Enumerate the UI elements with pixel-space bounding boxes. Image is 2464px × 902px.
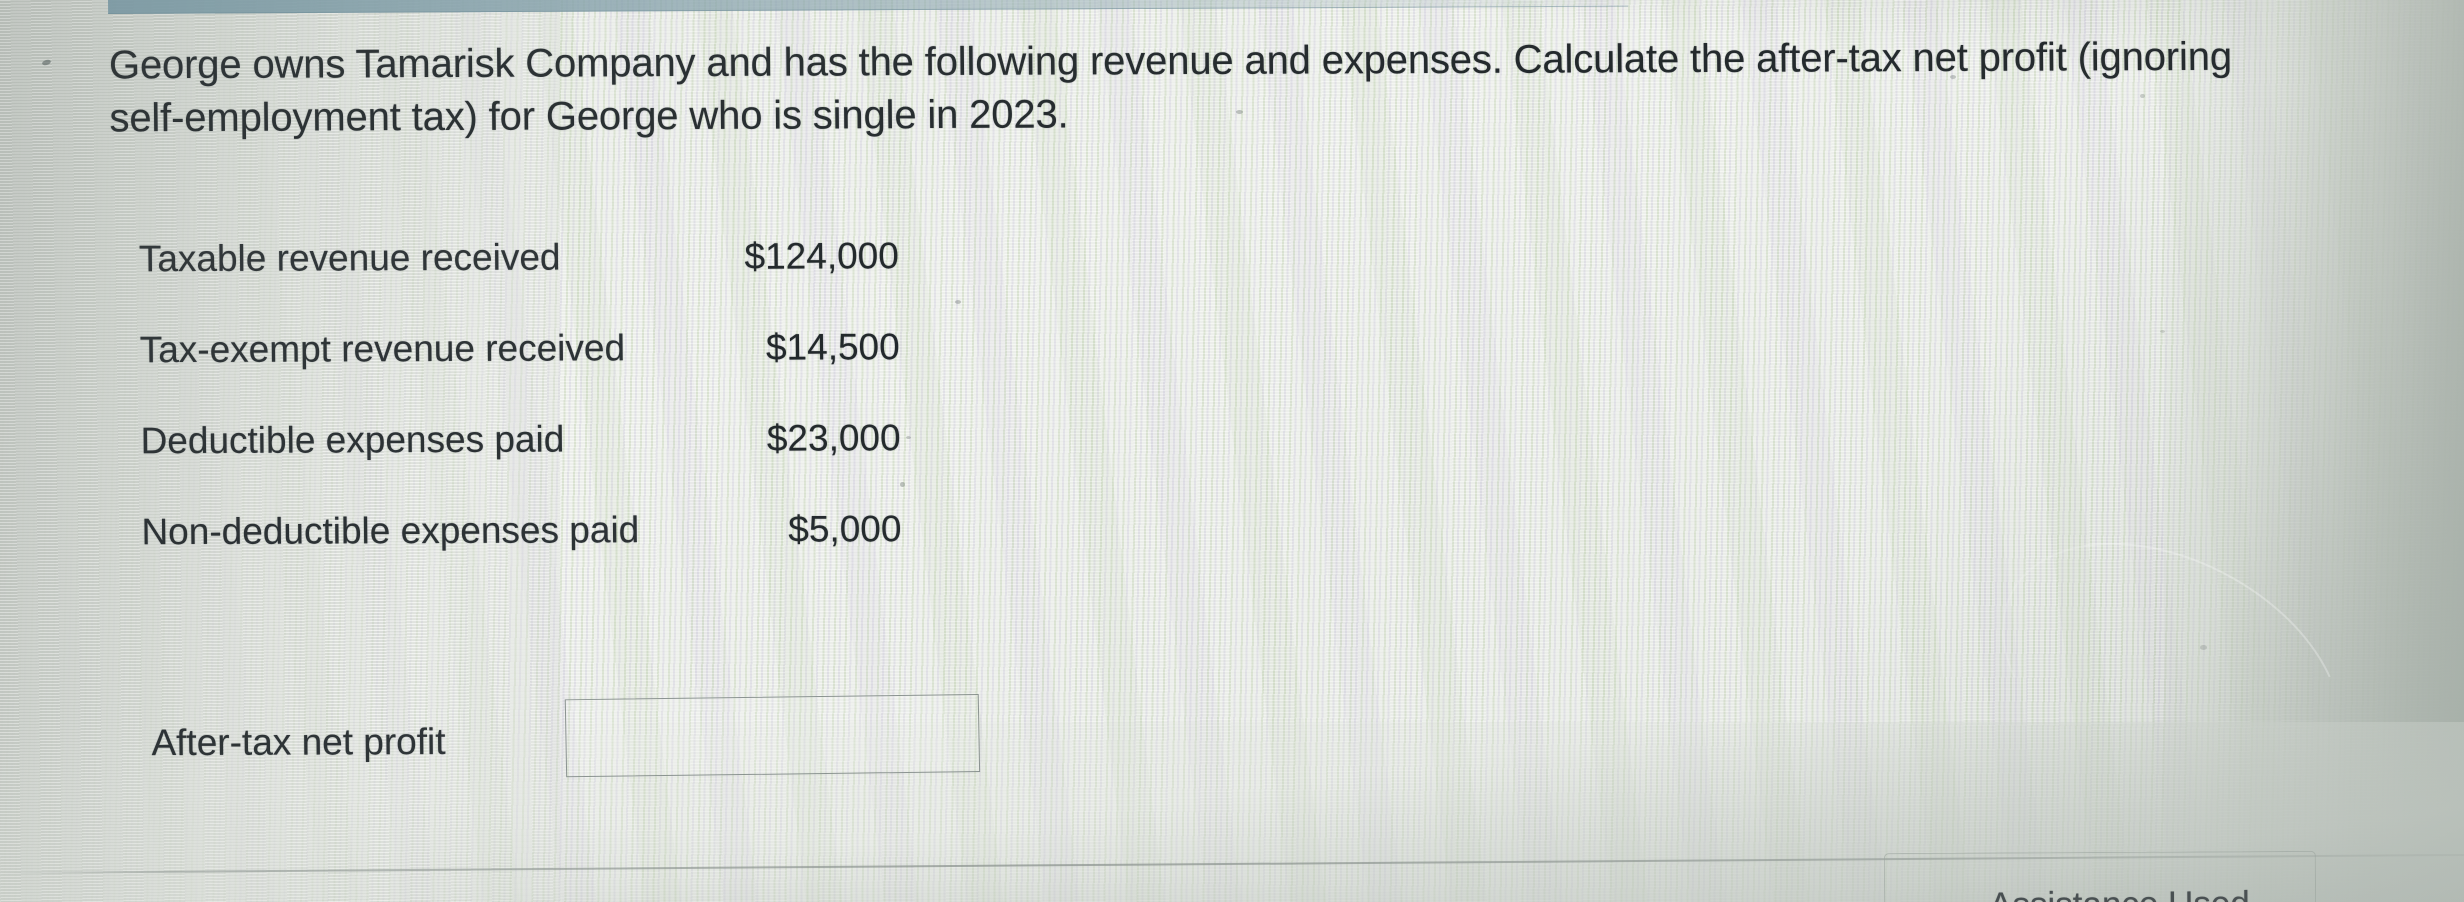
table-row: Non-deductible expenses paid $5,000: [141, 507, 902, 601]
after-tax-net-profit-label: After-tax net profit: [151, 720, 446, 764]
assistance-used-label: Assistance Used: [1989, 884, 2250, 902]
fact-amount: $124,000: [744, 235, 900, 277]
facts-table: Taxable revenue received $124,000 Tax-ex…: [139, 234, 902, 601]
table-row: Deductible expenses paid $23,000: [140, 416, 901, 510]
fact-amount: $5,000: [788, 508, 902, 550]
fact-amount: $23,000: [766, 417, 901, 459]
fact-amount: $14,500: [765, 326, 900, 368]
glare-bottom: [0, 722, 2464, 902]
answer-row: After-tax net profit: [151, 694, 992, 785]
fact-label: Non-deductible expenses paid: [141, 509, 640, 553]
after-tax-net-profit-input[interactable]: [564, 694, 981, 778]
table-row: Taxable revenue received $124,000: [139, 234, 900, 328]
fact-label: Tax-exempt revenue received: [139, 327, 626, 371]
fact-label: Taxable revenue received: [138, 236, 561, 280]
question-prompt: George owns Tamarisk Company and has the…: [108, 34, 2233, 141]
table-row: Tax-exempt revenue received $14,500: [140, 325, 901, 419]
fact-label: Deductible expenses paid: [140, 418, 565, 462]
assistance-used-panel[interactable]: Assistance Used: [1883, 850, 2317, 902]
